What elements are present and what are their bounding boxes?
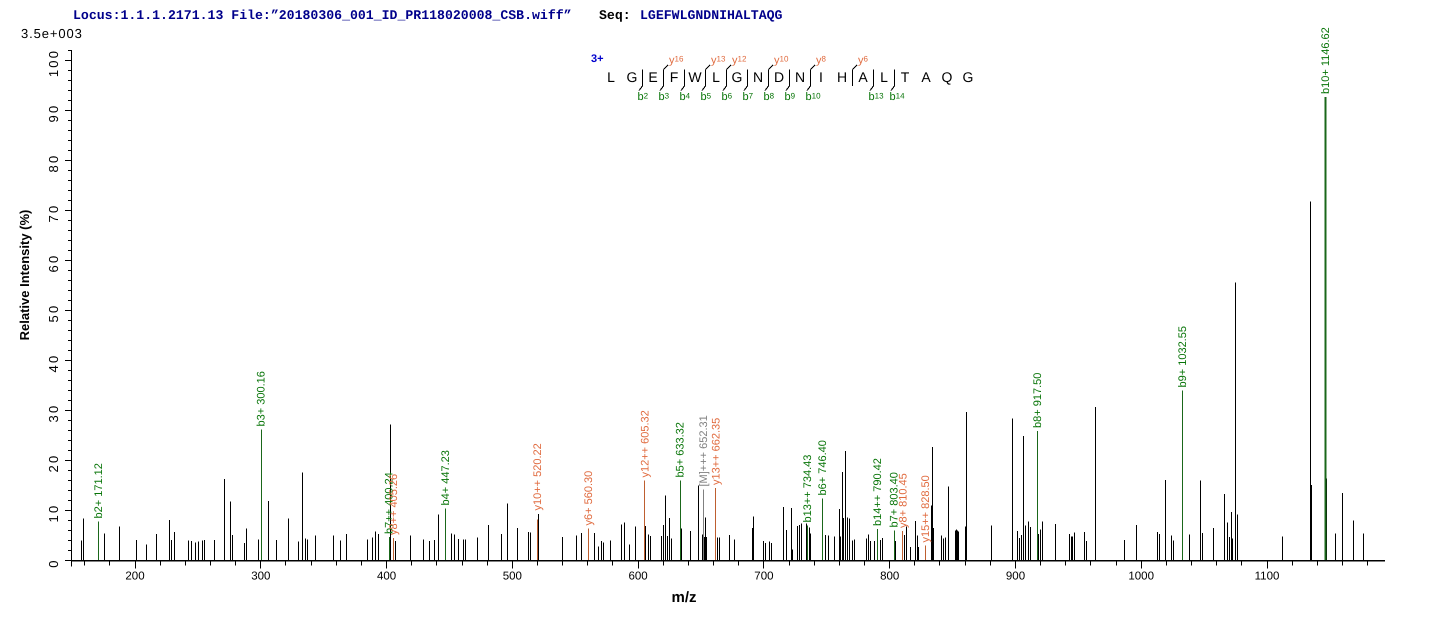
svg-text:b9: b9 (785, 91, 796, 103)
svg-text:y10++ 520.22: y10++ 520.22 (532, 443, 544, 510)
svg-text:L: L (607, 69, 615, 85)
svg-text:b4: b4 (680, 91, 691, 103)
svg-text:H: H (837, 69, 847, 85)
svg-text:y6+ 560.30: y6+ 560.30 (583, 471, 595, 526)
svg-text:b13: b13 (869, 91, 885, 103)
svg-text:y8++ 405.26: y8++ 405.26 (388, 474, 400, 535)
svg-text:400: 400 (377, 571, 396, 583)
svg-text:b3: b3 (659, 91, 670, 103)
svg-text:I: I (819, 69, 823, 85)
svg-text:T: T (901, 69, 910, 85)
svg-text:y6: y6 (858, 55, 869, 67)
svg-text:N: N (753, 69, 763, 85)
svg-text:b2+ 171.12: b2+ 171.12 (93, 463, 105, 518)
svg-text:m/z: m/z (671, 589, 696, 606)
svg-text:b10: b10 (806, 91, 822, 103)
svg-text:[M]+++ 652.31: [M]+++ 652.31 (698, 415, 710, 486)
svg-text:b7+ 803.40: b7+ 803.40 (889, 472, 901, 527)
svg-text:3+: 3+ (591, 53, 604, 65)
svg-text:W: W (688, 69, 702, 85)
svg-text:b3+ 300.16: b3+ 300.16 (256, 371, 268, 426)
svg-text:70: 70 (46, 204, 61, 223)
svg-text:b14: b14 (890, 91, 906, 103)
svg-text:500: 500 (503, 571, 522, 583)
svg-text:E: E (648, 69, 657, 85)
svg-text:Q: Q (942, 69, 953, 85)
svg-text:y8: y8 (816, 55, 827, 67)
svg-text:L: L (880, 69, 888, 85)
svg-text:Relative Intensity (%): Relative Intensity (%) (17, 210, 32, 341)
svg-text:100: 100 (46, 49, 61, 77)
svg-text:b8: b8 (764, 91, 775, 103)
svg-text:Locus:1.1.1.2171.13 File:”2018: Locus:1.1.1.2171.13 File:”20180306_001_I… (73, 8, 572, 23)
svg-text:1000: 1000 (1128, 571, 1154, 583)
svg-text:200: 200 (125, 571, 144, 583)
svg-text:D: D (774, 69, 784, 85)
svg-text:G: G (732, 69, 743, 85)
svg-text:300: 300 (251, 571, 270, 583)
svg-text:800: 800 (880, 571, 899, 583)
svg-text:b6: b6 (722, 91, 733, 103)
svg-text:40: 40 (46, 354, 61, 373)
svg-text:b13++ 734.43: b13++ 734.43 (802, 455, 814, 523)
svg-text:10: 10 (46, 504, 61, 523)
svg-text:b6+ 746.40: b6+ 746.40 (817, 440, 829, 495)
svg-text:LGEFWLGNDNIHALTAQG: LGEFWLGNDNIHALTAQG (640, 8, 783, 23)
svg-text:1100: 1100 (1255, 571, 1280, 583)
svg-text:80: 80 (46, 154, 61, 173)
svg-text:A: A (921, 69, 931, 85)
svg-text:700: 700 (754, 571, 773, 583)
svg-text:90: 90 (46, 104, 61, 123)
svg-text:y13++ 662.35: y13++ 662.35 (710, 418, 722, 485)
svg-text:900: 900 (1006, 571, 1025, 583)
svg-text:G: G (627, 69, 638, 85)
svg-text:N: N (795, 69, 805, 85)
svg-text:Seq:: Seq: (599, 8, 631, 23)
svg-text:60: 60 (46, 254, 61, 273)
svg-text:b7++ 400.24: b7++ 400.24 (384, 472, 396, 534)
svg-text:b8+ 917.50: b8+ 917.50 (1032, 373, 1044, 428)
svg-text:30: 30 (46, 404, 61, 423)
svg-text:3.5e+003: 3.5e+003 (21, 26, 83, 41)
svg-text:50: 50 (46, 304, 61, 323)
svg-text:F: F (670, 69, 679, 85)
svg-text:0: 0 (46, 558, 61, 567)
svg-text:A: A (858, 69, 868, 85)
svg-text:b5: b5 (701, 91, 712, 103)
svg-text:y15++ 828.50: y15++ 828.50 (920, 475, 932, 542)
svg-text:b14++ 790.42: b14++ 790.42 (872, 458, 884, 526)
svg-text:b5+ 633.32: b5+ 633.32 (675, 422, 687, 477)
svg-text:y8+ 810.45: y8+ 810.45 (897, 473, 909, 528)
svg-text:y12++ 605.32: y12++ 605.32 (639, 410, 651, 477)
svg-text:b9+ 1032.55: b9+ 1032.55 (1177, 326, 1189, 387)
svg-text:b2: b2 (638, 91, 649, 103)
svg-text:600: 600 (629, 571, 648, 583)
svg-text:b7: b7 (743, 91, 754, 103)
svg-text:b4+ 447.23: b4+ 447.23 (440, 450, 452, 505)
svg-text:b10+ 1146.62: b10+ 1146.62 (1320, 27, 1332, 94)
svg-text:20: 20 (46, 454, 61, 473)
svg-text:L: L (712, 69, 720, 85)
svg-text:G: G (963, 69, 974, 85)
